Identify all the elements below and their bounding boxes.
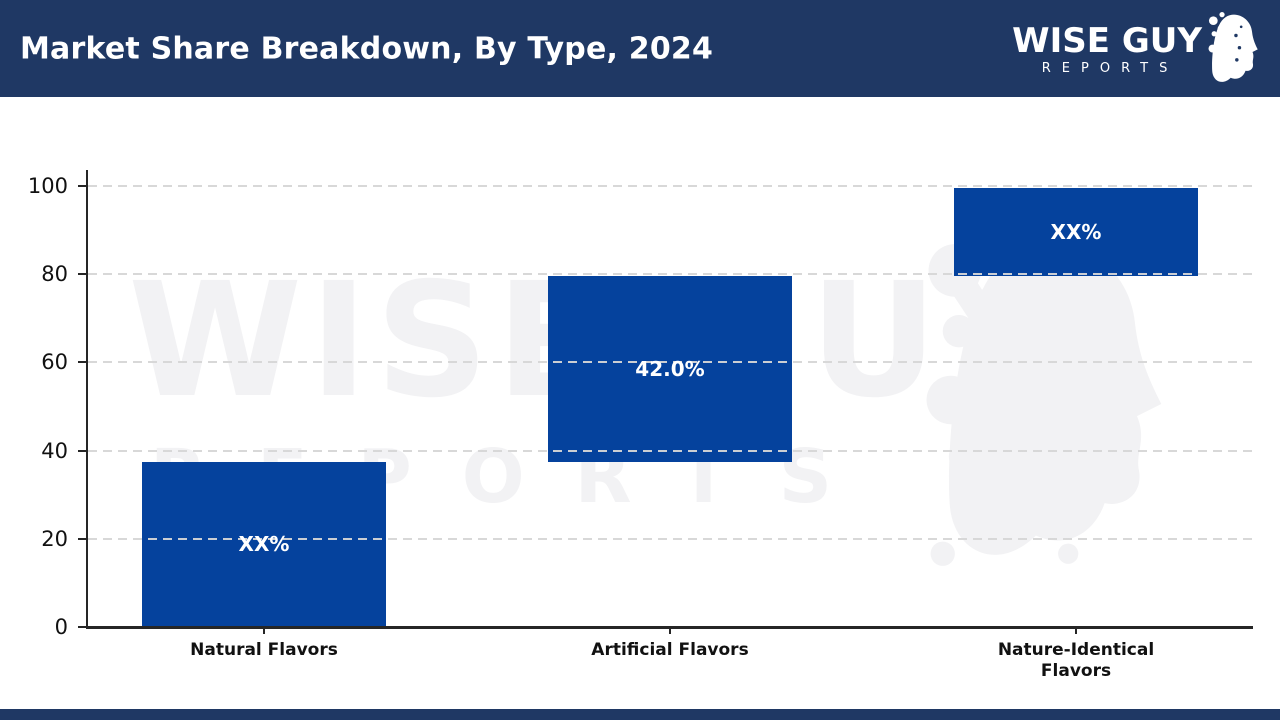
bar-value-label: 42.0% [635, 357, 705, 382]
y-tick-label: 60 [41, 350, 68, 375]
y-tick-label: 80 [41, 262, 68, 287]
y-gridline [88, 537, 1253, 540]
x-category-label: Nature-Identical Flavors [997, 640, 1155, 681]
y-tick-mark [78, 626, 86, 628]
bar [548, 276, 792, 462]
header: Market Share Breakdown, By Type, 2024 WI… [0, 0, 1280, 97]
bar-value-label: XX% [1050, 220, 1102, 245]
bar-value-label: XX% [238, 532, 290, 557]
y-gridline [88, 449, 1253, 452]
y-tick-mark [78, 537, 86, 540]
x-tick-mark [1075, 627, 1077, 634]
bar [142, 461, 386, 627]
wise-guy-reports-logo: WISE GUY REPORTS [1012, 8, 1266, 90]
logo-wordmark: WISE GUY [1012, 20, 1202, 61]
footer-bar [0, 709, 1280, 720]
x-category-label: Natural Flavors [190, 640, 338, 660]
y-tick-label: 40 [41, 438, 68, 463]
x-tick-mark [263, 627, 265, 634]
y-gridline [88, 361, 1253, 364]
logo-tagline: REPORTS [1041, 60, 1179, 76]
y-tick-mark [78, 185, 86, 187]
y-tick-mark [78, 449, 86, 452]
logo-text: WISE GUY REPORTS [1012, 24, 1202, 75]
y-tick-label: 0 [54, 615, 68, 639]
y-tick-mark [78, 273, 86, 276]
y-tick-mark [78, 361, 86, 364]
x-category-label: Artificial Flavors [591, 640, 749, 660]
logo-face-icon [1208, 12, 1258, 82]
plot-area: 0 20 40 60 80 100 XX% Natural Flavors 42.0% Artif… [28, 170, 1253, 681]
y-tick-label: 100 [27, 174, 68, 198]
x-tick-mark [669, 627, 671, 634]
y-tick-label: 20 [41, 526, 68, 551]
y-gridline [88, 185, 1253, 187]
y-axis-line [86, 170, 88, 627]
y-gridline [88, 273, 1253, 276]
page-title: Market Share Breakdown, By Type, 2024 [20, 31, 714, 66]
